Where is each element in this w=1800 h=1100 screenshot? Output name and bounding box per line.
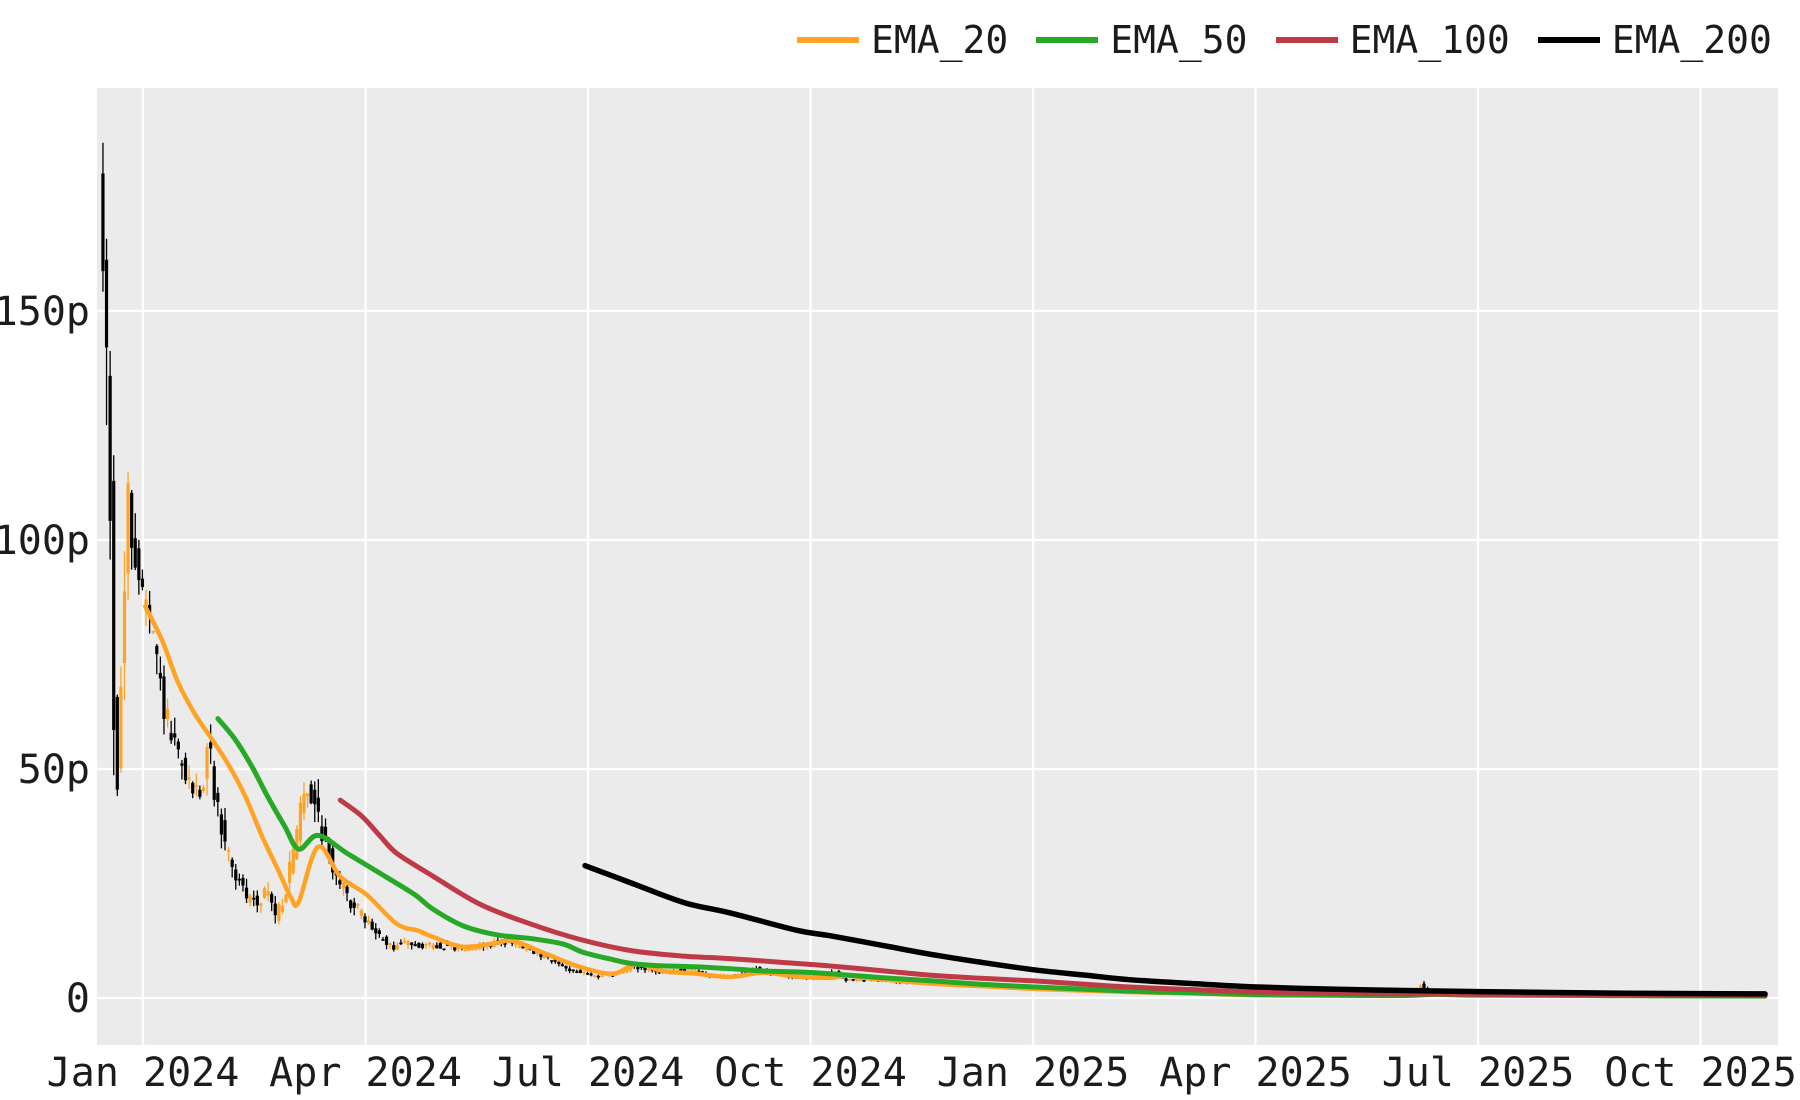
plot-area: [97, 88, 1778, 1045]
ema-line-ema_200: [582, 862, 1768, 997]
x-tick-label: Jul 2024: [492, 1050, 685, 1096]
x-tick-label: Oct 2024: [714, 1050, 907, 1096]
legend-item-ema_100: EMA_100: [1275, 18, 1510, 62]
legend-swatch-ema_200: [1537, 37, 1600, 43]
x-tick-label: Oct 2025: [1604, 1050, 1797, 1096]
x-tick-label: Jul 2025: [1382, 1050, 1575, 1096]
y-tick-label: 50p: [18, 747, 90, 793]
axis-tick-labels: 0 50p 100p 150p Jan 2024 Apr 2024 Jul 2024 Oct …: [0, 289, 1797, 1096]
x-tick-label: Jan 2024: [47, 1050, 240, 1096]
legend-label: EMA_200: [1611, 18, 1772, 62]
ema-line-ema_100: [337, 797, 1768, 999]
legend-item-ema_50: EMA_50: [1036, 18, 1248, 62]
legend-label: EMA_20: [871, 18, 1009, 62]
chart-legend: EMA_20 EMA_50 EMA_100 EMA_200: [797, 16, 1772, 64]
gridlines: [97, 88, 1778, 1045]
y-tick-label: 100p: [0, 518, 90, 564]
y-tick-label: 150p: [0, 289, 90, 335]
legend-swatch-ema_50: [1036, 37, 1099, 43]
legend-label: EMA_50: [1110, 18, 1248, 62]
legend-item-ema_20: EMA_20: [797, 21, 1008, 59]
legend-item-ema_200: EMA_200: [1537, 18, 1772, 62]
legend-label: EMA_100: [1349, 18, 1510, 62]
x-tick-label: Apr 2025: [1159, 1050, 1352, 1096]
legend-swatch-ema_20: [797, 37, 859, 43]
legend-swatch-ema_100: [1275, 37, 1338, 43]
x-tick-label: Jan 2025: [937, 1050, 1130, 1096]
x-tick-label: Apr 2024: [269, 1050, 462, 1096]
y-tick-label: 0: [66, 976, 90, 1022]
